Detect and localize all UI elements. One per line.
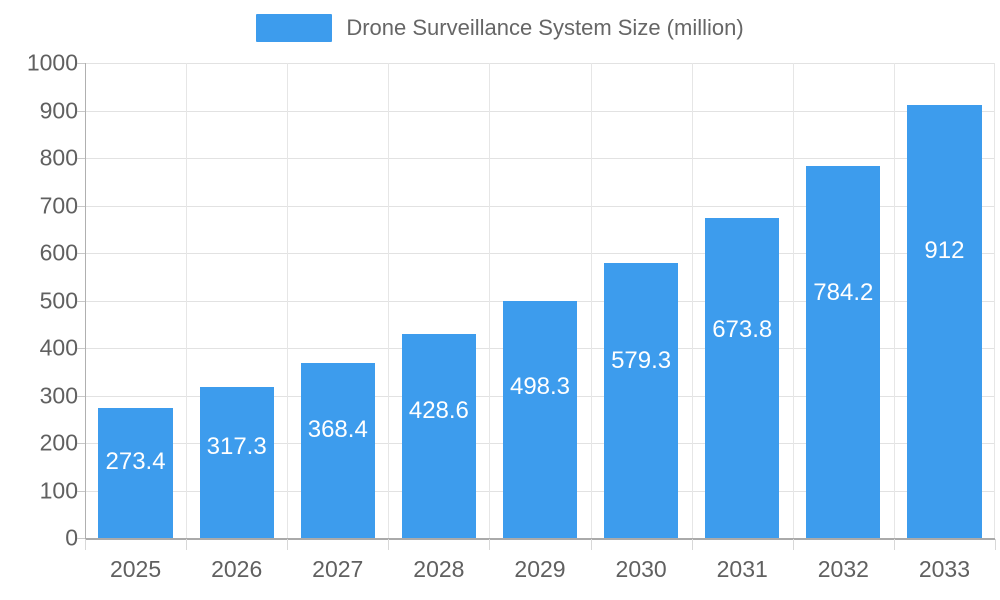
- x-axis-tick-label-2033: 2033: [918, 556, 971, 582]
- x-axis-tick-label-2029: 2029: [514, 556, 566, 582]
- x-axis-tick-mark: [995, 539, 996, 550]
- y-axis-tick-mark: [77, 205, 85, 207]
- bar-2028[interactable]: [401, 334, 477, 538]
- bar-2027[interactable]: [300, 363, 375, 538]
- x-gridline: [591, 63, 592, 538]
- y-axis-tick-mark: [77, 395, 85, 397]
- x-axis-tick-mark: [591, 539, 592, 550]
- y-axis: 0 100 200 300 400 500 600 700 800 900 1000: [0, 0, 85, 600]
- x-axis-tick-mark: [287, 539, 288, 550]
- x-axis-tick-mark: [894, 539, 895, 550]
- y-axis-tick-label: 500: [39, 287, 78, 313]
- x-gridline: [287, 63, 288, 538]
- y-axis-tick-mark: [77, 443, 85, 444]
- y-axis-tick-mark: [77, 538, 85, 539]
- plot-area: 273.4 317.3 368.4 428.6 498.3 579.3 673.8 784.2…: [85, 63, 995, 539]
- x-axis-tick-label-2030: 2030: [615, 556, 667, 582]
- y-axis-line: [85, 63, 86, 539]
- x-axis-tick-label-2025: 2025: [109, 556, 162, 582]
- y-axis-tick-mark: [77, 300, 85, 302]
- bar-2032[interactable]: [806, 165, 881, 538]
- x-gridline: [894, 63, 895, 538]
- y-axis-tick-label: 300: [39, 382, 78, 408]
- y-gridline: [85, 63, 995, 64]
- chart-legend: Drone Surveillance System Size (million): [0, 8, 1000, 48]
- x-axis-tick-mark: [388, 539, 389, 550]
- bar-2026[interactable]: [199, 387, 274, 538]
- y-axis-tick-label: 600: [39, 239, 78, 266]
- x-axis-tick-mark: [692, 539, 693, 550]
- y-axis-tick-label: 800: [39, 144, 78, 171]
- bar-2033[interactable]: [907, 104, 982, 538]
- y-axis-tick-label: 100: [39, 477, 78, 503]
- x-axis-line: [85, 538, 995, 540]
- legend-item-label: Drone Surveillance System Size (million): [346, 15, 744, 40]
- x-gridline: [793, 63, 794, 538]
- x-gridline: [692, 63, 693, 538]
- y-axis-tick-mark: [77, 63, 85, 64]
- y-gridline: [85, 300, 995, 302]
- y-axis-tick-label: 900: [39, 97, 78, 123]
- x-gridline: [994, 63, 995, 538]
- x-axis-tick-label-2032: 2032: [817, 556, 869, 582]
- y-axis-tick-mark: [77, 110, 85, 112]
- y-axis-tick-mark: [77, 253, 85, 254]
- x-axis-tick-mark: [186, 539, 187, 550]
- y-axis-tick-label: 700: [39, 192, 78, 218]
- bar-2025[interactable]: [98, 408, 173, 538]
- y-axis-tick-mark: [77, 158, 85, 159]
- legend-item-drone-surveillance-system-size[interactable]: Drone Surveillance System Size (million): [256, 14, 744, 42]
- x-axis-tick-mark: [793, 539, 794, 550]
- y-axis-tick-label: 0: [65, 524, 78, 551]
- x-axis-tick-mark: [489, 539, 490, 550]
- x-gridline: [186, 63, 187, 538]
- bar-2031[interactable]: [705, 217, 780, 538]
- y-gridline: [85, 110, 995, 112]
- y-axis-tick-label: 200: [39, 429, 78, 456]
- x-axis-tick-label-2026: 2026: [211, 556, 263, 582]
- bar-2029[interactable]: [502, 301, 578, 538]
- x-axis-tick-label-2031: 2031: [716, 556, 768, 582]
- bar-2030[interactable]: [603, 262, 679, 538]
- y-gridline: [85, 158, 995, 159]
- y-axis-tick-mark: [77, 348, 85, 349]
- y-gridline: [85, 253, 995, 254]
- y-axis-tick-label: 1000: [26, 49, 78, 76]
- x-axis-tick-mark: [85, 539, 86, 550]
- x-axis-tick-label-2028: 2028: [413, 556, 465, 582]
- x-gridline: [388, 63, 389, 538]
- y-gridline: [85, 205, 995, 207]
- x-gridline: [489, 63, 490, 538]
- x-axis-tick-label-2027: 2027: [312, 556, 364, 582]
- y-axis-tick-label: 400: [39, 334, 78, 361]
- legend-color-swatch: [256, 14, 333, 42]
- y-axis-tick-mark: [77, 490, 85, 492]
